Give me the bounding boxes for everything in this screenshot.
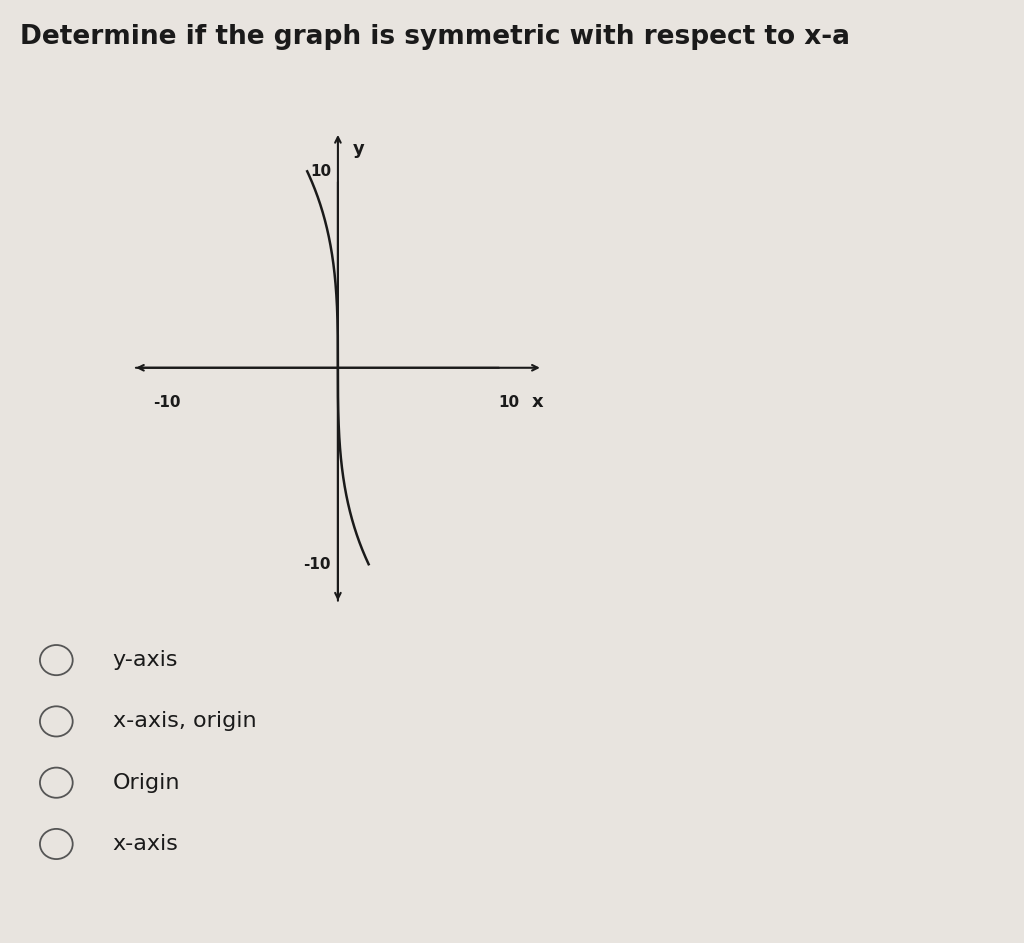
- Text: x: x: [531, 393, 544, 411]
- Text: y-axis: y-axis: [113, 650, 178, 670]
- Text: -10: -10: [154, 395, 181, 410]
- Text: 10: 10: [310, 164, 331, 179]
- Text: -10: -10: [303, 556, 331, 571]
- Text: x-axis: x-axis: [113, 834, 178, 854]
- Text: Origin: Origin: [113, 772, 180, 793]
- Text: x-axis, origin: x-axis, origin: [113, 711, 256, 732]
- Text: y: y: [353, 140, 365, 157]
- Text: 10: 10: [498, 395, 519, 410]
- Text: Determine if the graph is symmetric with respect to x-a: Determine if the graph is symmetric with…: [20, 24, 851, 50]
